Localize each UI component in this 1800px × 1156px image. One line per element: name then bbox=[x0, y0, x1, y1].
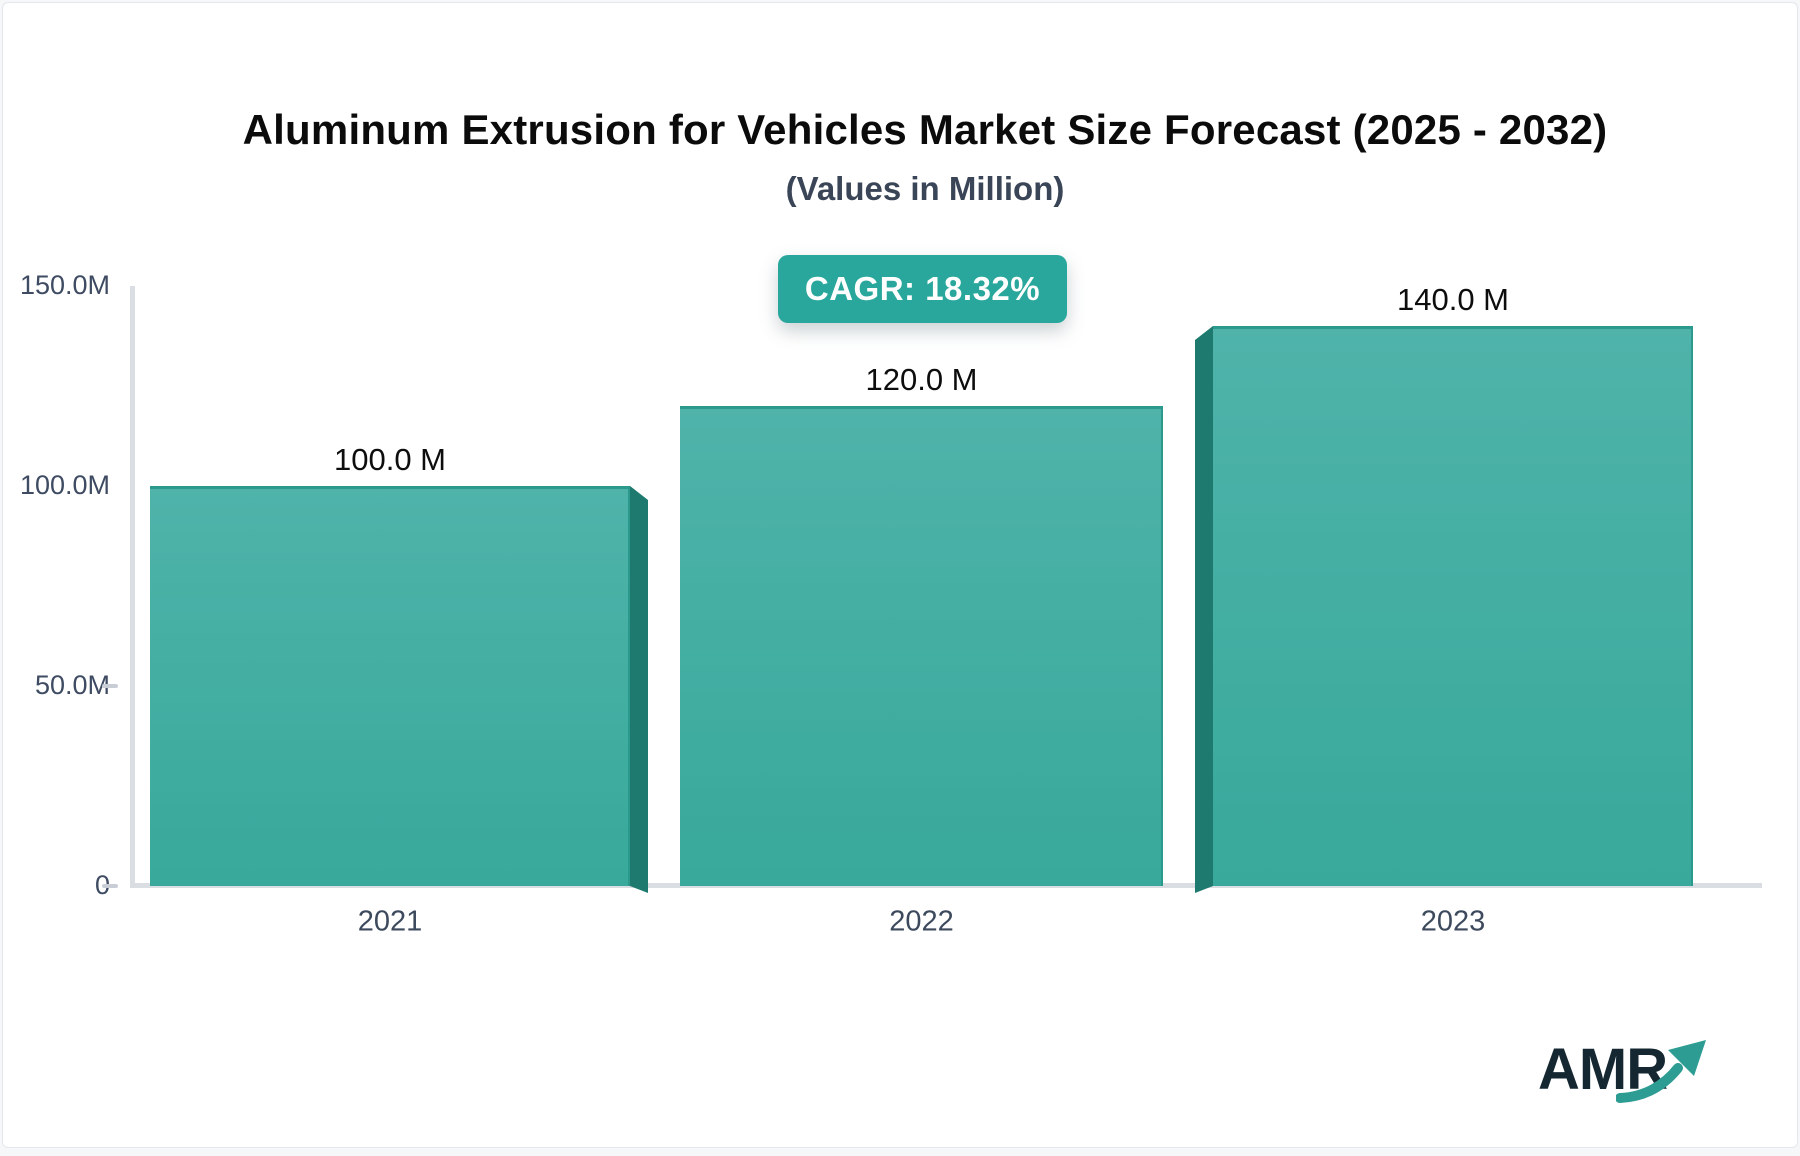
y-axis-tick-label: 100.0M bbox=[19, 470, 110, 500]
bar-value-label: 120.0 M bbox=[865, 362, 978, 397]
bar-value-label: 100.0 M bbox=[333, 442, 447, 477]
growth-arrow-icon bbox=[1616, 1040, 1706, 1103]
y-axis-tick-mark bbox=[102, 884, 118, 888]
chart-subtitle: (Values in Million) bbox=[785, 170, 1065, 207]
bar-2021 bbox=[150, 486, 630, 886]
bar-3d-side-2023 bbox=[1195, 326, 1213, 893]
bar-2022 bbox=[680, 406, 1163, 886]
chart-title: Aluminum Extrusion for Vehicles Market S… bbox=[242, 106, 1608, 153]
y-axis-tick-mark bbox=[102, 684, 118, 688]
amr-logo: AMR bbox=[1532, 1028, 1722, 1112]
x-axis-label-2023: 2023 bbox=[1420, 905, 1486, 938]
x-axis-label-2022: 2022 bbox=[889, 905, 954, 938]
bar-3d-side-2021 bbox=[630, 486, 648, 893]
cagr-badge: CAGR: 18.32% bbox=[778, 255, 1067, 323]
bar-2023 bbox=[1213, 326, 1693, 886]
y-axis-line bbox=[130, 286, 135, 888]
bar-value-label: 140.0 M bbox=[1396, 282, 1510, 317]
x-axis-label-2021: 2021 bbox=[357, 905, 423, 938]
y-axis-tick-label: 50.0M bbox=[34, 670, 110, 700]
y-axis-tick-label: 150.0M bbox=[19, 270, 110, 300]
y-axis-tick-label: 0 bbox=[8, 867, 110, 903]
